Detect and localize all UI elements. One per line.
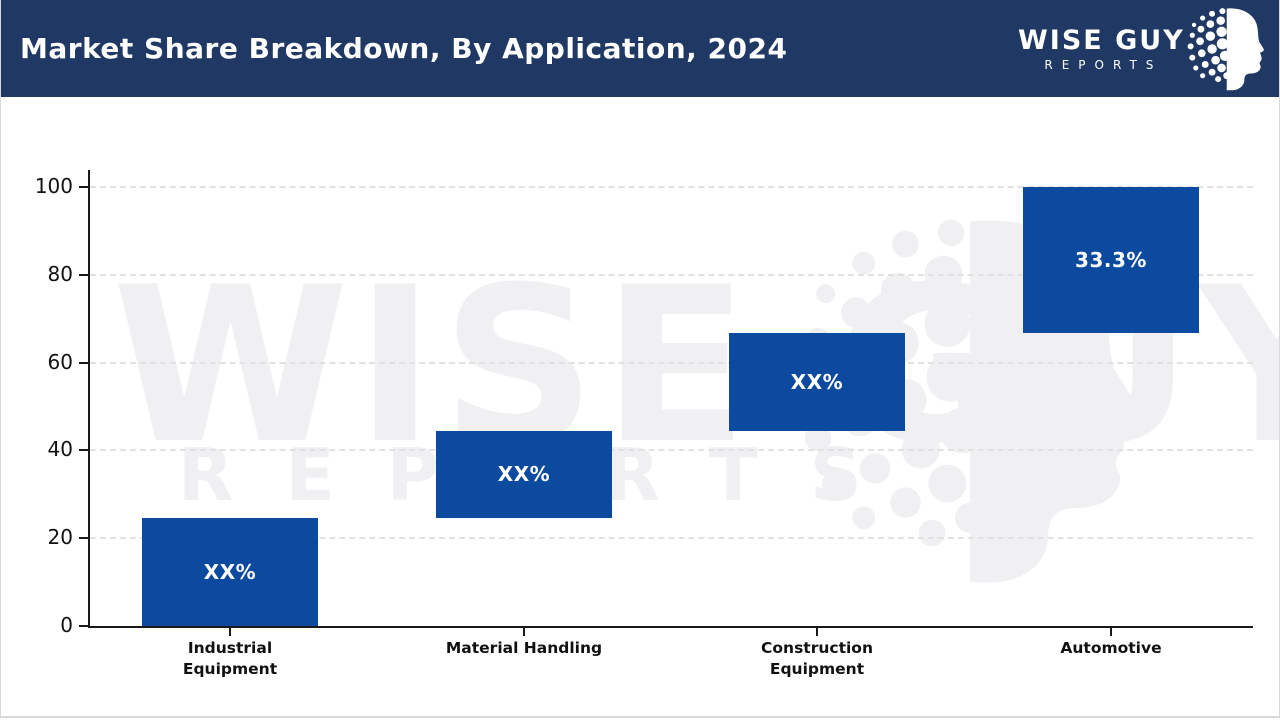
gridline <box>90 361 1253 364</box>
y-axis-label: 0 <box>60 613 73 637</box>
logo-subtext: REPORTS <box>1044 58 1163 72</box>
bar-value-label: 33.3% <box>1075 248 1147 273</box>
y-axis-label: 100 <box>34 174 73 198</box>
bar-value-label: XX% <box>203 559 257 584</box>
x-axis-tick <box>816 628 818 636</box>
bar-segment: XX% <box>729 333 905 431</box>
x-axis-tick <box>523 628 525 636</box>
logo-wordmark: WISE GUY <box>1018 25 1185 56</box>
gridline <box>90 273 1253 276</box>
page-title: Market Share Breakdown, By Application, … <box>20 32 788 65</box>
bar-segment: 33.3% <box>1023 187 1199 334</box>
x-axis-category-label: Material Handling <box>445 639 603 657</box>
y-axis-tick <box>79 361 88 364</box>
y-axis-tick <box>79 537 88 540</box>
y-axis-tick <box>79 273 88 276</box>
x-axis-tick <box>1110 628 1112 636</box>
y-axis-label: 20 <box>47 525 73 550</box>
x-axis-category-label: Construction Equipment <box>761 639 873 678</box>
y-axis-tick <box>79 186 88 188</box>
bar-value-label: XX% <box>790 369 844 394</box>
y-axis-label: 60 <box>47 349 73 374</box>
y-axis-label: 80 <box>47 261 73 286</box>
bar-segment: XX% <box>436 430 612 518</box>
y-axis-tick <box>79 625 88 627</box>
y-axis-tick <box>79 449 88 452</box>
gridline <box>90 537 1253 540</box>
gridline <box>90 186 1253 188</box>
bar-value-label: XX% <box>497 462 551 487</box>
x-axis-category-label: Automotive <box>1060 639 1162 657</box>
y-axis-line <box>88 170 90 628</box>
x-axis-category-label: Industrial Equipment <box>182 639 278 678</box>
y-axis-label: 40 <box>47 437 73 462</box>
bar-segment: XX% <box>142 517 318 626</box>
x-axis-tick <box>229 628 231 636</box>
header-bar: Market Share Breakdown, By Application, … <box>0 0 1280 97</box>
x-axis-line <box>88 626 1253 628</box>
gridline <box>90 449 1253 452</box>
brand-logo: WISE GUY REPORTS <box>1018 6 1268 92</box>
wiseguy-head-icon <box>1187 8 1264 91</box>
